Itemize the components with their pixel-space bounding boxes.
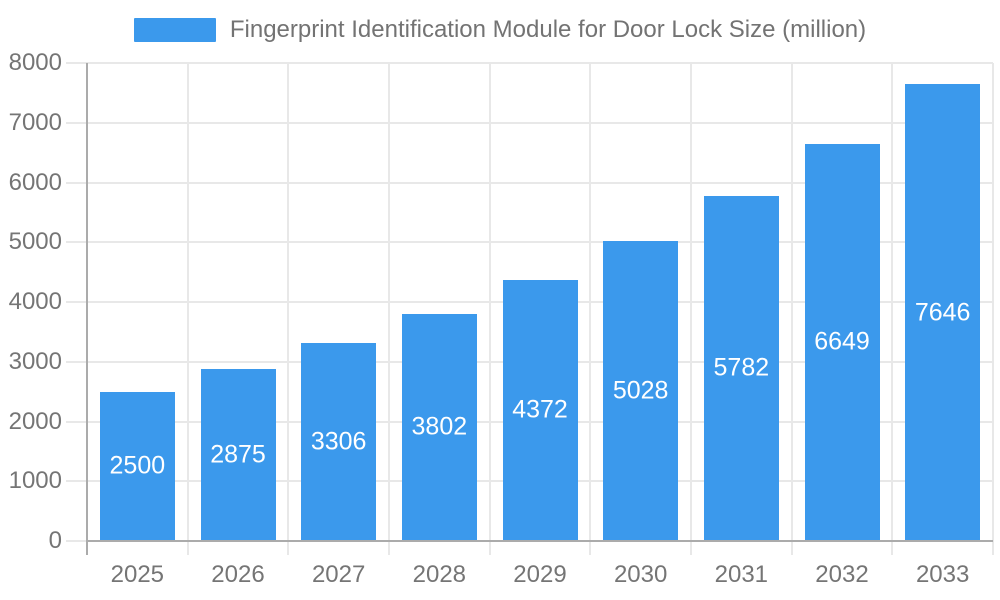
y-axis-label: 4000 [8, 288, 62, 315]
legend-label: Fingerprint Identification Module for Do… [229, 16, 867, 43]
bar: 3802 [401, 313, 477, 541]
grid-line-horizontal [66, 181, 993, 184]
y-axis-label: 3000 [8, 347, 62, 375]
x-axis-line [87, 540, 993, 542]
y-axis-label: 5000 [8, 228, 62, 256]
x-axis-label: 2026 [211, 561, 265, 588]
grid-line-vertical [690, 63, 692, 555]
bar-value-label: 4372 [512, 395, 568, 424]
y-axis-line [86, 63, 88, 555]
y-axis-label: 0 [48, 527, 62, 554]
bar-value-label: 5028 [612, 376, 669, 405]
y-axis-label: 8000 [8, 49, 62, 76]
grid-line-vertical [891, 63, 894, 555]
bar: 4372 [502, 279, 578, 541]
bar: 5028 [603, 240, 679, 541]
x-axis-label: 2030 [613, 561, 668, 588]
grid-line-vertical [488, 63, 491, 555]
grid-line-horizontal [66, 62, 993, 64]
bar: 3306 [301, 343, 377, 541]
bar: 7646 [905, 84, 981, 541]
bar-value-label: 2500 [109, 451, 166, 480]
grid-line-vertical [388, 63, 390, 555]
y-axis-label: 2000 [8, 407, 62, 435]
x-axis-label: 2027 [311, 561, 366, 588]
x-axis-label: 2025 [110, 561, 165, 588]
grid-line-vertical [186, 63, 189, 555]
bar-value-label: 3802 [411, 412, 468, 441]
grid-line-vertical [589, 63, 592, 555]
grid-line-vertical [992, 63, 994, 555]
bar: 2500 [99, 391, 175, 541]
grid-line-vertical [287, 63, 290, 555]
bar-value-label: 6649 [814, 327, 870, 356]
bar: 2875 [200, 369, 276, 541]
legend[interactable]: Fingerprint Identification Module for Do… [0, 16, 1000, 44]
y-axis-label: 1000 [8, 467, 62, 495]
y-axis-label: 6000 [8, 168, 62, 196]
legend-swatch [133, 18, 216, 42]
bar-value-label: 5782 [713, 353, 770, 382]
grid-line-horizontal [66, 121, 993, 124]
x-axis-label: 2033 [915, 561, 970, 588]
grid-line-horizontal [66, 241, 993, 244]
bar-value-label: 2875 [210, 440, 266, 469]
x-axis-label: 2029 [513, 561, 567, 588]
bar: 6649 [804, 143, 880, 541]
x-axis-label: 2031 [714, 561, 769, 588]
bar-value-label: 7646 [914, 298, 971, 327]
x-axis-label: 2028 [412, 561, 467, 588]
grid-line-vertical [790, 63, 793, 555]
x-axis-label: 2032 [815, 561, 869, 588]
bar-value-label: 3306 [310, 427, 367, 456]
y-axis-label: 7000 [8, 108, 62, 136]
bar: 5782 [703, 195, 779, 541]
